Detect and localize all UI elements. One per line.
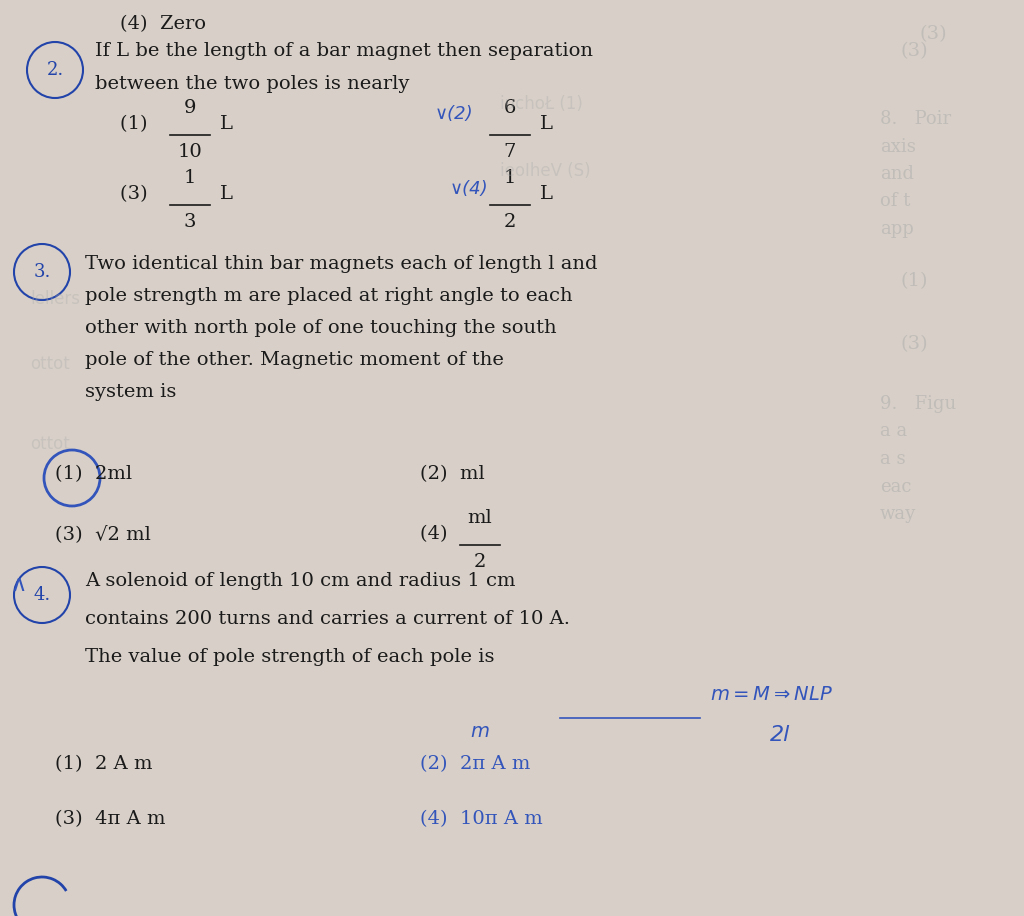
Text: (3): (3) <box>120 185 160 203</box>
Text: 10: 10 <box>177 143 203 161</box>
Text: (3)  4π A m: (3) 4π A m <box>55 810 166 828</box>
Text: L: L <box>220 115 233 133</box>
Text: If L be the length of a bar magnet then separation: If L be the length of a bar magnet then … <box>95 42 593 60</box>
Text: 8.   Poir: 8. Poir <box>880 110 951 128</box>
Text: 2.: 2. <box>46 61 63 79</box>
Text: a a: a a <box>880 422 907 440</box>
Text: 1: 1 <box>504 169 516 187</box>
Text: 3: 3 <box>183 213 197 231</box>
Text: iuchoŁ (1): iuchoŁ (1) <box>500 95 583 113</box>
Text: 2l: 2l <box>770 725 791 745</box>
Text: ottot: ottot <box>30 435 70 453</box>
Text: (2)  2π A m: (2) 2π A m <box>420 755 530 773</box>
Text: app: app <box>880 220 913 238</box>
Text: a s: a s <box>880 450 905 468</box>
Text: 9: 9 <box>183 99 197 117</box>
Text: pole strength m are placed at right angle to each: pole strength m are placed at right angl… <box>85 287 572 305</box>
Text: other with north pole of one touching the south: other with north pole of one touching th… <box>85 319 557 337</box>
Text: A solenoid of length 10 cm and radius 1 cm: A solenoid of length 10 cm and radius 1 … <box>85 572 515 590</box>
Text: Two identical thin bar magnets each of length l and: Two identical thin bar magnets each of l… <box>85 255 597 273</box>
Text: (3): (3) <box>900 42 928 60</box>
Text: (1)  2 A m: (1) 2 A m <box>55 755 153 773</box>
Text: contains 200 turns and carries a current of 10 A.: contains 200 turns and carries a current… <box>85 610 570 628</box>
Text: pole of the other. Magnetic moment of the: pole of the other. Magnetic moment of th… <box>85 351 504 369</box>
Text: between the two poles is nearly: between the two poles is nearly <box>95 75 410 93</box>
Text: axis: axis <box>880 138 915 156</box>
Text: system is: system is <box>85 383 176 401</box>
Text: (4): (4) <box>420 525 460 543</box>
Text: L: L <box>540 115 553 133</box>
Text: 3.: 3. <box>34 263 50 281</box>
Text: 2: 2 <box>474 553 486 571</box>
Text: (1): (1) <box>900 272 928 290</box>
Text: ottot: ottot <box>30 355 70 373</box>
Text: (1): (1) <box>120 115 160 133</box>
Text: and: and <box>880 165 914 183</box>
Text: ∨(4): ∨(4) <box>450 180 488 198</box>
Text: ml: ml <box>468 509 493 527</box>
Text: L: L <box>540 185 553 203</box>
Text: (3): (3) <box>900 335 928 353</box>
Text: 4.: 4. <box>34 586 50 604</box>
Text: way: way <box>880 505 916 523</box>
Text: The value of pole strength of each pole is: The value of pole strength of each pole … <box>85 648 495 666</box>
Text: 6: 6 <box>504 99 516 117</box>
Text: L: L <box>220 185 233 203</box>
Text: 2: 2 <box>504 213 516 231</box>
Text: (3): (3) <box>920 25 947 43</box>
Text: lellers: lellers <box>30 290 80 308</box>
Text: m: m <box>470 722 489 741</box>
Text: $m = M \Rightarrow NLP$: $m = M \Rightarrow NLP$ <box>710 685 833 704</box>
Text: (4)  Zero: (4) Zero <box>120 15 206 33</box>
Text: 7: 7 <box>504 143 516 161</box>
Text: ∧: ∧ <box>10 575 27 595</box>
Text: (1)  2ml: (1) 2ml <box>55 465 132 483</box>
Text: 1: 1 <box>184 169 197 187</box>
Text: ∨(2): ∨(2) <box>435 105 474 123</box>
Text: eac: eac <box>880 478 911 496</box>
Text: (3)  √2 ml: (3) √2 ml <box>55 525 151 543</box>
Text: 9.   Figu: 9. Figu <box>880 395 956 413</box>
Text: ieoIheV (S): ieoIheV (S) <box>500 162 591 180</box>
Text: (2)  ml: (2) ml <box>420 465 484 483</box>
Text: (4)  10π A m: (4) 10π A m <box>420 810 543 828</box>
Text: of t: of t <box>880 192 910 210</box>
